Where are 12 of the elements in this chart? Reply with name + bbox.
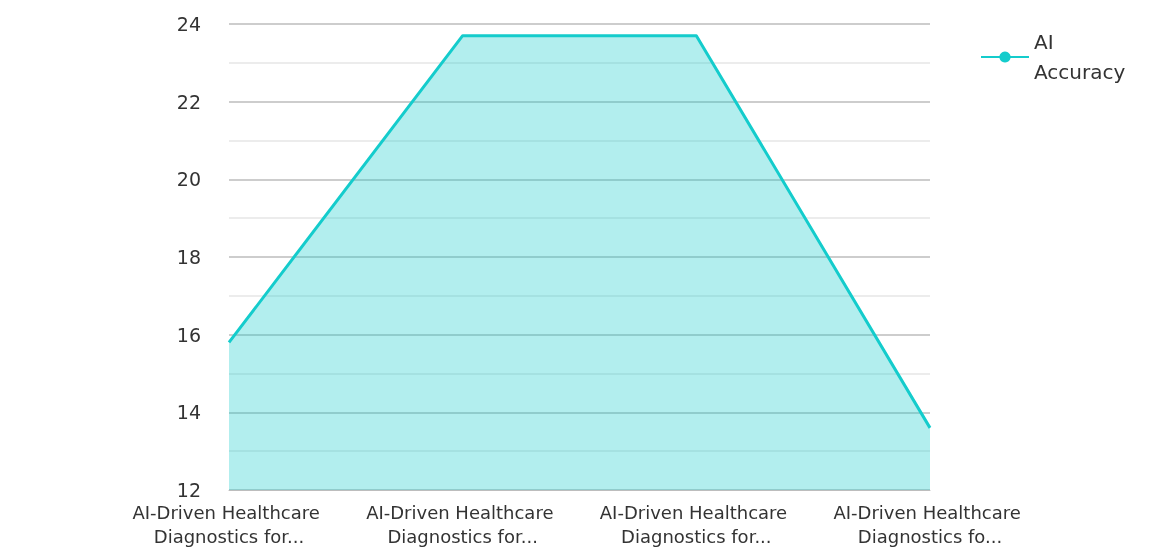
y-tick-label: 14 — [176, 401, 201, 424]
y-tick-label: 18 — [176, 246, 201, 268]
y-tick-label: 12 — [176, 479, 201, 501]
x-tick-label: AI-Driven Healthcare Diagnostics fo... — [833, 501, 1027, 547]
x-tick-label: AI-Driven Healthcare Diagnostics for... — [132, 501, 326, 547]
y-tick-label: 20 — [176, 168, 201, 191]
x-tick-label: AI-Driven Healthcare Diagnostics for... — [366, 501, 560, 547]
y-tick-label: 16 — [176, 323, 201, 346]
x-tick-label: AI-Driven Healthcare Diagnostics for... — [599, 501, 793, 547]
y-tick-label: 22 — [176, 90, 201, 113]
legend-label: AI Accuracy — [1034, 30, 1126, 84]
y-tick-label: 24 — [176, 13, 201, 35]
